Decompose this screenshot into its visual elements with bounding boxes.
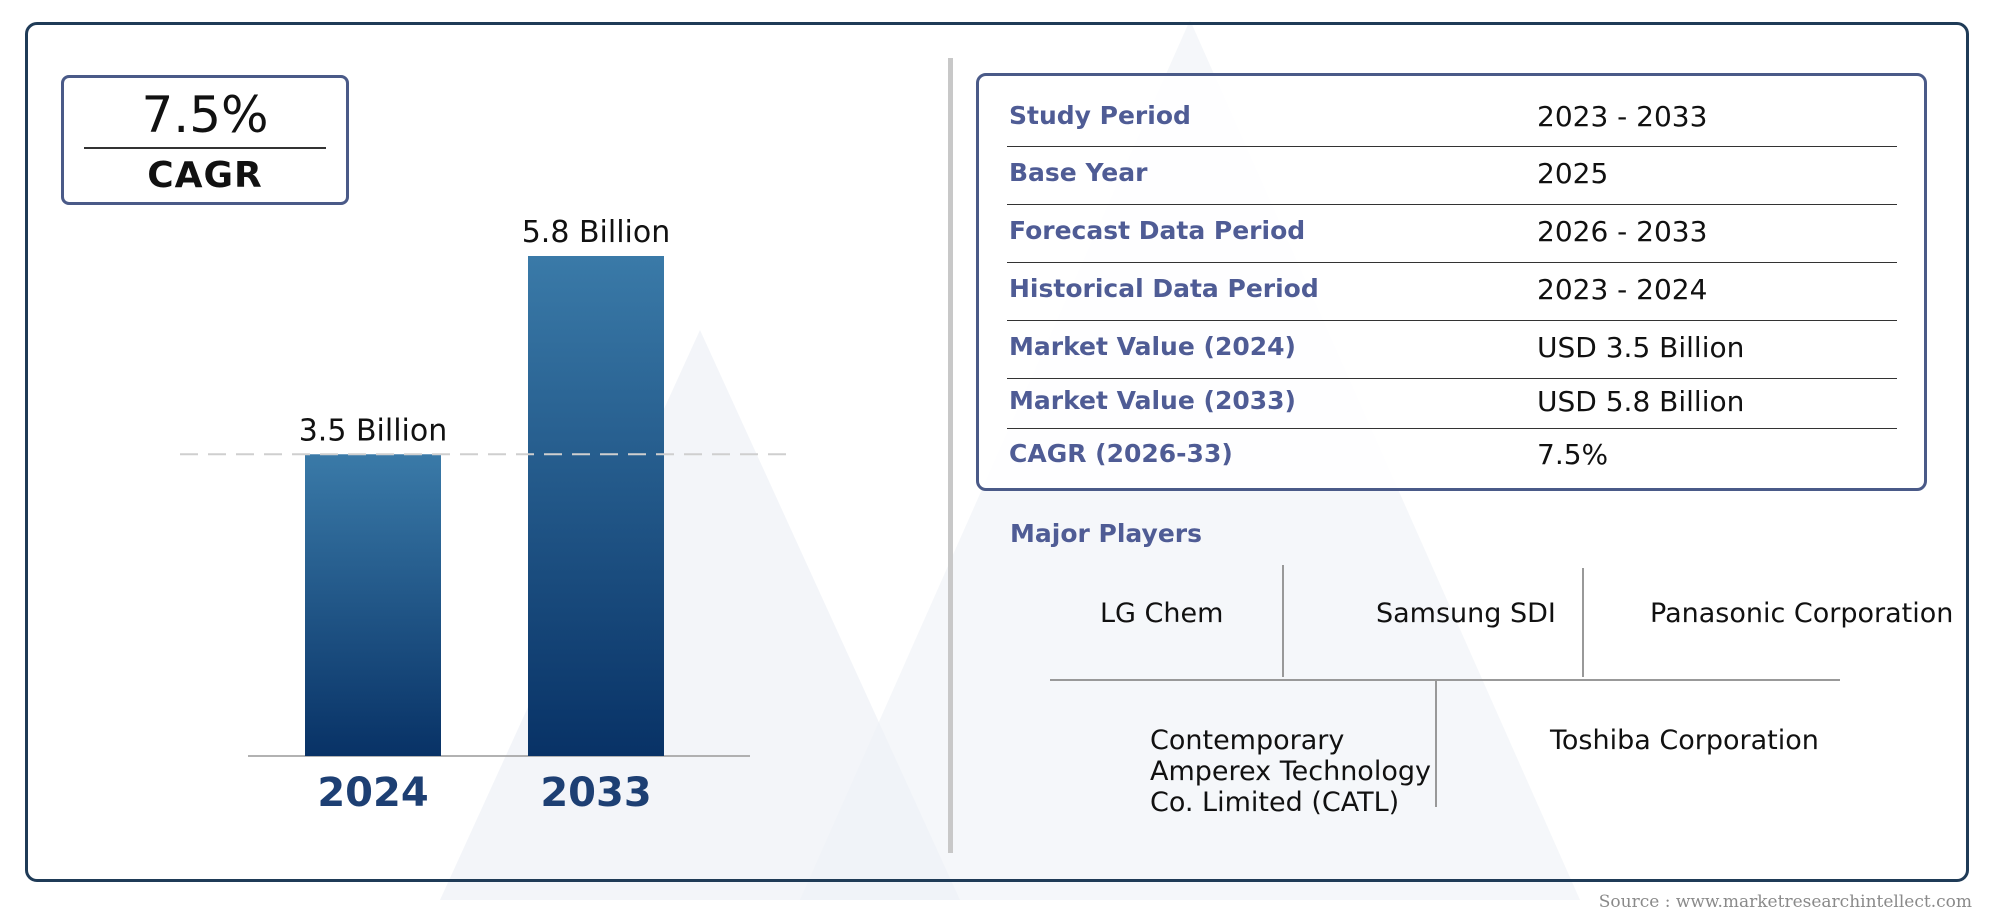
info-key: Study Period [1009, 101, 1191, 130]
player-divider [1282, 565, 1284, 677]
bar-2033 [528, 256, 664, 756]
cagr-label: CAGR [147, 155, 263, 196]
category-label: 2024 [317, 770, 428, 816]
player-name: Contemporary Amperex Technology Co. Limi… [1150, 725, 1431, 818]
info-value: 2026 - 2033 [1537, 215, 1708, 248]
info-key: Forecast Data Period [1009, 216, 1306, 245]
info-row: CAGR (2026-33) 7.5% [1007, 428, 1897, 484]
main-frame [25, 22, 1969, 882]
info-value: 2025 [1537, 157, 1609, 190]
info-key: Market Value (2033) [1009, 386, 1296, 415]
info-value: USD 3.5 Billion [1537, 331, 1745, 364]
player-divider [1050, 679, 1840, 681]
info-row: Study Period 2023 - 2033 [1007, 90, 1897, 147]
player-name: Panasonic Corporation [1650, 598, 1954, 629]
cagr-box: 7.5% CAGR [61, 75, 349, 205]
market-info-table: Study Period 2023 - 2033 Base Year 2025 Fore… [976, 73, 1927, 491]
info-row: Base Year 2025 [1007, 146, 1897, 205]
info-value: 7.5% [1537, 438, 1609, 471]
player-divider [1582, 568, 1584, 677]
player-name: Toshiba Corporation [1550, 725, 1819, 756]
bar-2024 [305, 454, 441, 756]
cagr-divider [84, 147, 326, 149]
bar-value-label: 5.8 Billion [522, 215, 671, 250]
info-key: Historical Data Period [1009, 274, 1319, 303]
player-name: LG Chem [1100, 598, 1224, 629]
info-value: USD 5.8 Billion [1537, 385, 1745, 418]
player-divider [1435, 681, 1437, 807]
info-value: 2023 - 2024 [1537, 273, 1708, 306]
info-row: Historical Data Period 2023 - 2024 [1007, 262, 1897, 321]
bar-value-label: 3.5 Billion [299, 413, 448, 448]
player-name: Samsung SDI [1376, 598, 1556, 629]
info-value: 2023 - 2033 [1537, 100, 1708, 133]
cagr-value: 7.5% [141, 86, 269, 144]
vertical-divider [948, 58, 953, 853]
info-key: CAGR (2026-33) [1009, 439, 1233, 468]
info-key: Base Year [1009, 158, 1148, 187]
source-credit: Source : www.marketresearchintellect.com [1598, 892, 1972, 912]
info-key: Market Value (2024) [1009, 332, 1296, 361]
bar-chart: 3.5 Billion 2024 5.8 Billion 2033 [180, 215, 790, 816]
category-label: 2033 [540, 770, 651, 816]
major-players-heading: Major Players [1010, 519, 1202, 548]
info-row: Market Value (2033) USD 5.8 Billion [1007, 378, 1897, 429]
info-row: Market Value (2024) USD 3.5 Billion [1007, 320, 1897, 379]
info-row: Forecast Data Period 2026 - 2033 [1007, 204, 1897, 263]
